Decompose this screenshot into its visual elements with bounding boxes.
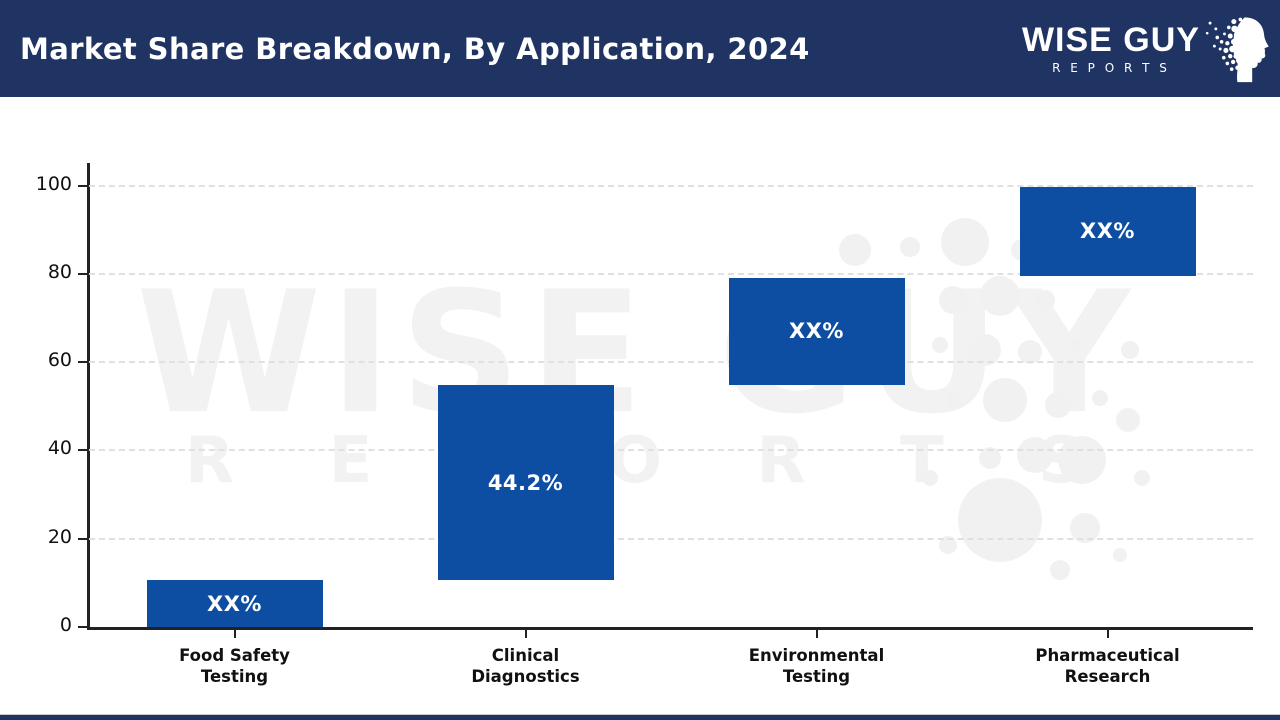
bar: 44.2%: [437, 385, 614, 581]
bar: XX%: [1019, 186, 1196, 276]
y-axis-line: [87, 163, 90, 630]
category-label-line: Food Safety: [179, 646, 290, 665]
bar-label: XX%: [789, 319, 844, 344]
x-tick-mark: [815, 629, 818, 638]
category-label-line: Diagnostics: [471, 667, 580, 686]
watermark-dots-graphic: [839, 218, 1150, 580]
gridline: [89, 449, 1253, 452]
bar-label: 44.2%: [487, 470, 564, 495]
category-label: Clinical Diagnostics: [406, 645, 646, 687]
category-label-line: Pharmaceutical: [1035, 646, 1180, 665]
bar: XX%: [728, 277, 905, 386]
y-tick-mark: [78, 361, 88, 364]
gridline: [89, 361, 1253, 364]
x-axis-line: [87, 627, 1253, 630]
bar-label: XX%: [1080, 219, 1135, 244]
category-label: Environmental Testing: [697, 645, 937, 687]
y-tick-mark: [78, 272, 88, 275]
y-tick-label: 40: [47, 437, 72, 460]
brand-logo-subname: R E P O R T S: [1052, 60, 1170, 75]
y-tick-label: 100: [35, 172, 72, 195]
category-label-line: Testing: [782, 667, 851, 686]
category-label-line: Testing: [200, 667, 269, 686]
category-label-line: Research: [1064, 667, 1151, 686]
x-tick-mark: [1106, 629, 1109, 638]
gridline: [89, 272, 1253, 275]
y-tick-mark: [78, 449, 88, 452]
x-tick-mark: [524, 629, 527, 638]
category-label-line: Clinical: [491, 646, 560, 665]
chart-title: Market Share Breakdown, By Application, …: [20, 31, 810, 66]
y-tick-label: 60: [47, 349, 72, 372]
face-profile-icon: [1205, 16, 1269, 82]
x-tick-mark: [233, 629, 236, 638]
footer-hairline: [0, 714, 1280, 715]
brand-logo-name: WISE GUY: [1021, 20, 1200, 59]
gridline: [89, 537, 1253, 540]
brand-logo-text: WISE GUY R E P O R T S: [1022, 23, 1200, 75]
brand-logo: WISE GUY R E P O R T S: [1022, 5, 1280, 93]
bar-label: XX%: [207, 591, 262, 616]
category-label-line: Environmental: [748, 646, 885, 665]
y-tick-mark: [78, 184, 88, 187]
category-label: Pharmaceutical Research: [988, 645, 1228, 687]
gridline: [89, 184, 1253, 187]
category-label: Food Safety Testing: [115, 645, 355, 687]
header-bar: Market Share Breakdown, By Application, …: [0, 0, 1280, 97]
y-tick-label: 80: [47, 260, 72, 283]
y-tick-mark: [78, 626, 88, 628]
footer-bar: [0, 715, 1280, 720]
y-tick-label: 20: [47, 525, 72, 548]
y-tick-label: 0: [59, 614, 72, 636]
bar: XX%: [146, 580, 323, 627]
plot-area: XX% 44.2% XX% XX%: [89, 165, 1253, 627]
y-tick-mark: [78, 537, 88, 540]
